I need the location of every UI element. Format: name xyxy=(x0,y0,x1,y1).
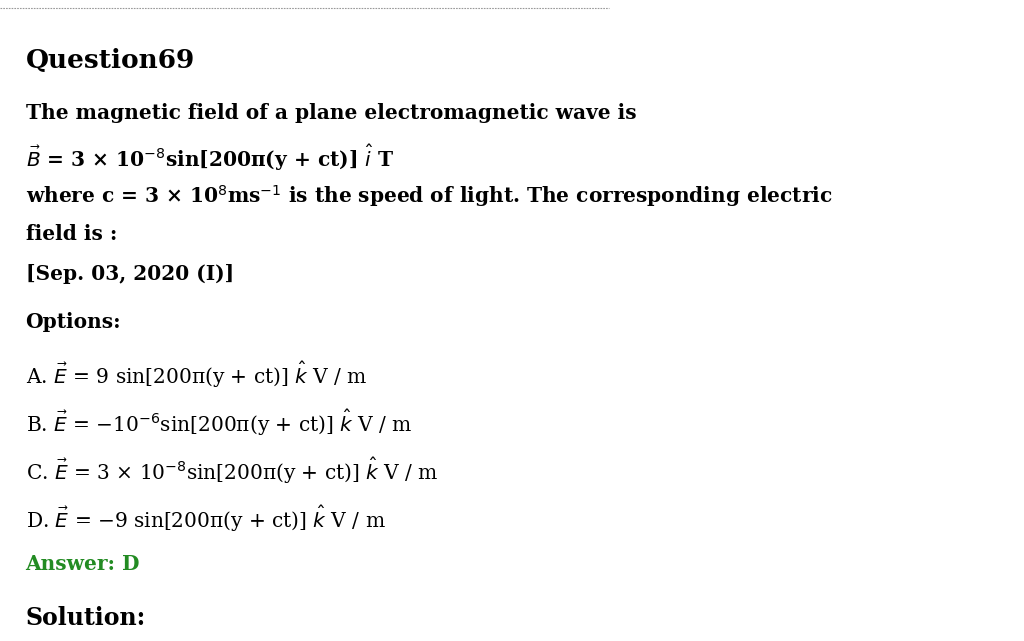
Text: field is :: field is : xyxy=(26,224,117,244)
Text: C. $\vec{E}$ = 3 × 10$^{-8}$sin[200π(y + ct)] $\hat{k}$ V / m: C. $\vec{E}$ = 3 × 10$^{-8}$sin[200π(y +… xyxy=(26,456,438,487)
Text: Solution:: Solution: xyxy=(26,606,145,629)
Text: [Sep. 03, 2020 (I)]: [Sep. 03, 2020 (I)] xyxy=(26,264,233,284)
Text: Options:: Options: xyxy=(26,312,121,332)
Text: A. $\vec{E}$ = 9 sin[200π(y + ct)] $\hat{k}$ V / m: A. $\vec{E}$ = 9 sin[200π(y + ct)] $\hat… xyxy=(26,360,367,390)
Text: $\vec{B}$ = 3 × 10$^{-8}$sin[200π(y + ct)] $\hat{i}$ T: $\vec{B}$ = 3 × 10$^{-8}$sin[200π(y + ct… xyxy=(26,143,393,173)
Text: The magnetic field of a plane electromagnetic wave is: The magnetic field of a plane electromag… xyxy=(26,103,636,122)
Text: D. $\vec{E}$ = −9 sin[200π(y + ct)] $\hat{k}$ V / m: D. $\vec{E}$ = −9 sin[200π(y + ct)] $\ha… xyxy=(26,504,385,535)
Text: where c = 3 × 10$^{8}$ms$^{-1}$ is the speed of light. The corresponding electri: where c = 3 × 10$^{8}$ms$^{-1}$ is the s… xyxy=(26,183,833,209)
Text: Answer: D: Answer: D xyxy=(26,554,140,574)
Text: B. $\vec{E}$ = −10$^{-6}$sin[200π(y + ct)] $\hat{k}$ V / m: B. $\vec{E}$ = −10$^{-6}$sin[200π(y + ct… xyxy=(26,408,412,438)
Text: Question69: Question69 xyxy=(26,48,195,73)
